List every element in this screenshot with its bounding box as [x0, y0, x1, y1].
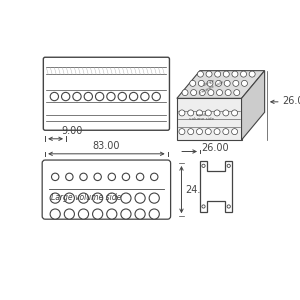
Circle shape — [52, 173, 59, 181]
Circle shape — [108, 173, 116, 181]
Circle shape — [84, 92, 92, 101]
Circle shape — [107, 209, 117, 219]
Circle shape — [152, 92, 160, 101]
Circle shape — [214, 129, 220, 135]
Circle shape — [80, 173, 87, 181]
Circle shape — [107, 193, 117, 203]
Circle shape — [136, 173, 144, 181]
Text: Large volume side: Large volume side — [51, 193, 121, 202]
Circle shape — [223, 129, 229, 135]
Polygon shape — [177, 70, 265, 98]
Circle shape — [207, 80, 213, 86]
Circle shape — [78, 193, 88, 203]
Circle shape — [188, 110, 194, 116]
Circle shape — [227, 164, 230, 167]
Circle shape — [232, 110, 238, 116]
Polygon shape — [177, 98, 242, 140]
Circle shape — [73, 92, 81, 101]
Circle shape — [223, 110, 229, 116]
Circle shape — [241, 71, 247, 77]
Circle shape — [217, 90, 223, 96]
Circle shape — [190, 90, 196, 96]
Circle shape — [199, 90, 205, 96]
Circle shape — [149, 193, 159, 203]
Circle shape — [216, 80, 222, 86]
Circle shape — [61, 92, 70, 101]
Text: 9.00: 9.00 — [61, 127, 83, 136]
Circle shape — [232, 129, 238, 135]
Circle shape — [233, 80, 239, 86]
Circle shape — [129, 92, 138, 101]
Text: 24.00: 24.00 — [185, 184, 213, 195]
Text: 26.00: 26.00 — [201, 143, 229, 153]
Circle shape — [197, 71, 203, 77]
Circle shape — [249, 71, 255, 77]
Circle shape — [179, 110, 185, 116]
Circle shape — [135, 209, 145, 219]
Circle shape — [50, 92, 58, 101]
Circle shape — [182, 90, 188, 96]
Circle shape — [64, 209, 74, 219]
Circle shape — [78, 209, 88, 219]
Circle shape — [93, 209, 103, 219]
Circle shape — [242, 80, 248, 86]
Circle shape — [188, 129, 194, 135]
Circle shape — [223, 71, 229, 77]
Polygon shape — [200, 161, 232, 212]
Text: Large
volume side: Large volume side — [197, 75, 225, 94]
Circle shape — [50, 193, 60, 203]
Circle shape — [64, 193, 74, 203]
Circle shape — [190, 80, 196, 86]
Circle shape — [206, 71, 212, 77]
Circle shape — [95, 92, 104, 101]
Circle shape — [122, 173, 130, 181]
Circle shape — [66, 173, 73, 181]
Circle shape — [196, 129, 202, 135]
Circle shape — [225, 90, 231, 96]
Circle shape — [118, 92, 126, 101]
Circle shape — [121, 209, 131, 219]
Circle shape — [196, 110, 202, 116]
Circle shape — [232, 71, 238, 77]
Circle shape — [50, 209, 60, 219]
Circle shape — [205, 129, 211, 135]
Circle shape — [151, 173, 158, 181]
Circle shape — [234, 90, 240, 96]
Circle shape — [202, 205, 205, 208]
Circle shape — [121, 193, 131, 203]
Circle shape — [94, 173, 101, 181]
Circle shape — [93, 193, 103, 203]
Circle shape — [179, 129, 185, 135]
Circle shape — [141, 92, 149, 101]
Circle shape — [215, 71, 221, 77]
Text: 26.00: 26.00 — [282, 96, 300, 106]
Circle shape — [208, 90, 214, 96]
Text: 83.00: 83.00 — [93, 141, 120, 151]
FancyBboxPatch shape — [43, 57, 169, 130]
Circle shape — [149, 209, 159, 219]
Circle shape — [214, 110, 220, 116]
Circle shape — [202, 164, 205, 167]
FancyBboxPatch shape — [42, 160, 171, 219]
Polygon shape — [242, 70, 265, 140]
Text: small
volume side: small volume side — [189, 113, 214, 122]
Circle shape — [198, 80, 204, 86]
Circle shape — [205, 110, 211, 116]
Circle shape — [107, 92, 115, 101]
Circle shape — [135, 193, 145, 203]
Circle shape — [227, 205, 230, 208]
Circle shape — [224, 80, 230, 86]
